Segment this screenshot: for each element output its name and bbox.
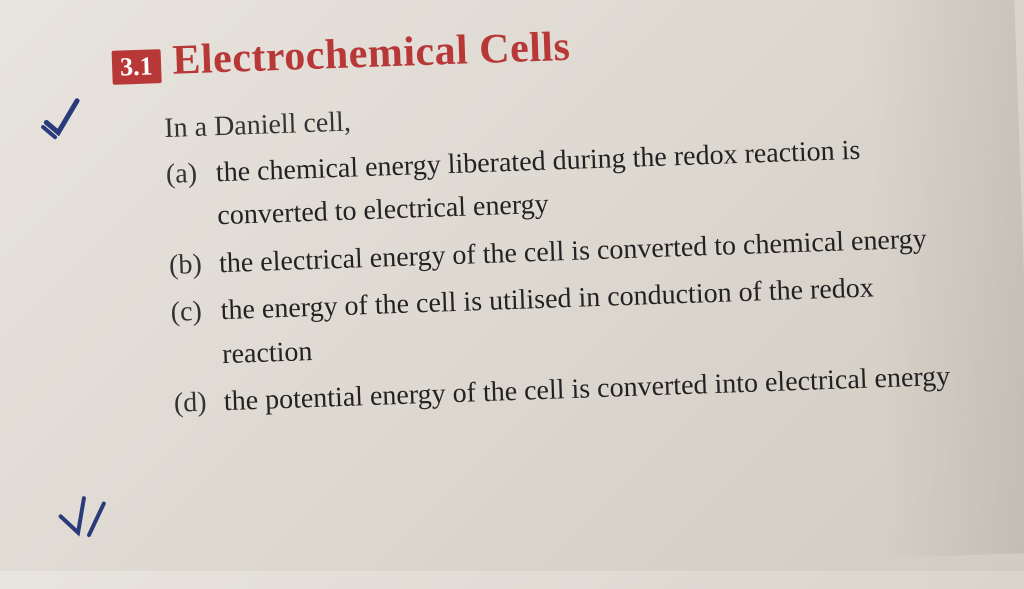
section-header: 3.1 Electrochemical Cells [111,9,956,86]
option-letter-b: (b) [168,242,219,287]
handwritten-checkmark [34,92,92,159]
option-letter-a: (a) [165,151,216,196]
handwritten-tick-bottom [51,484,125,563]
page-content: 3.1 Electrochemical Cells In a Daniell c… [0,0,1024,455]
option-letter-d: (d) [173,380,224,425]
section-number-badge: 3.1 [112,49,162,85]
section-title: Electrochemical Cells [172,23,572,85]
option-letter-c: (c) [170,289,221,334]
